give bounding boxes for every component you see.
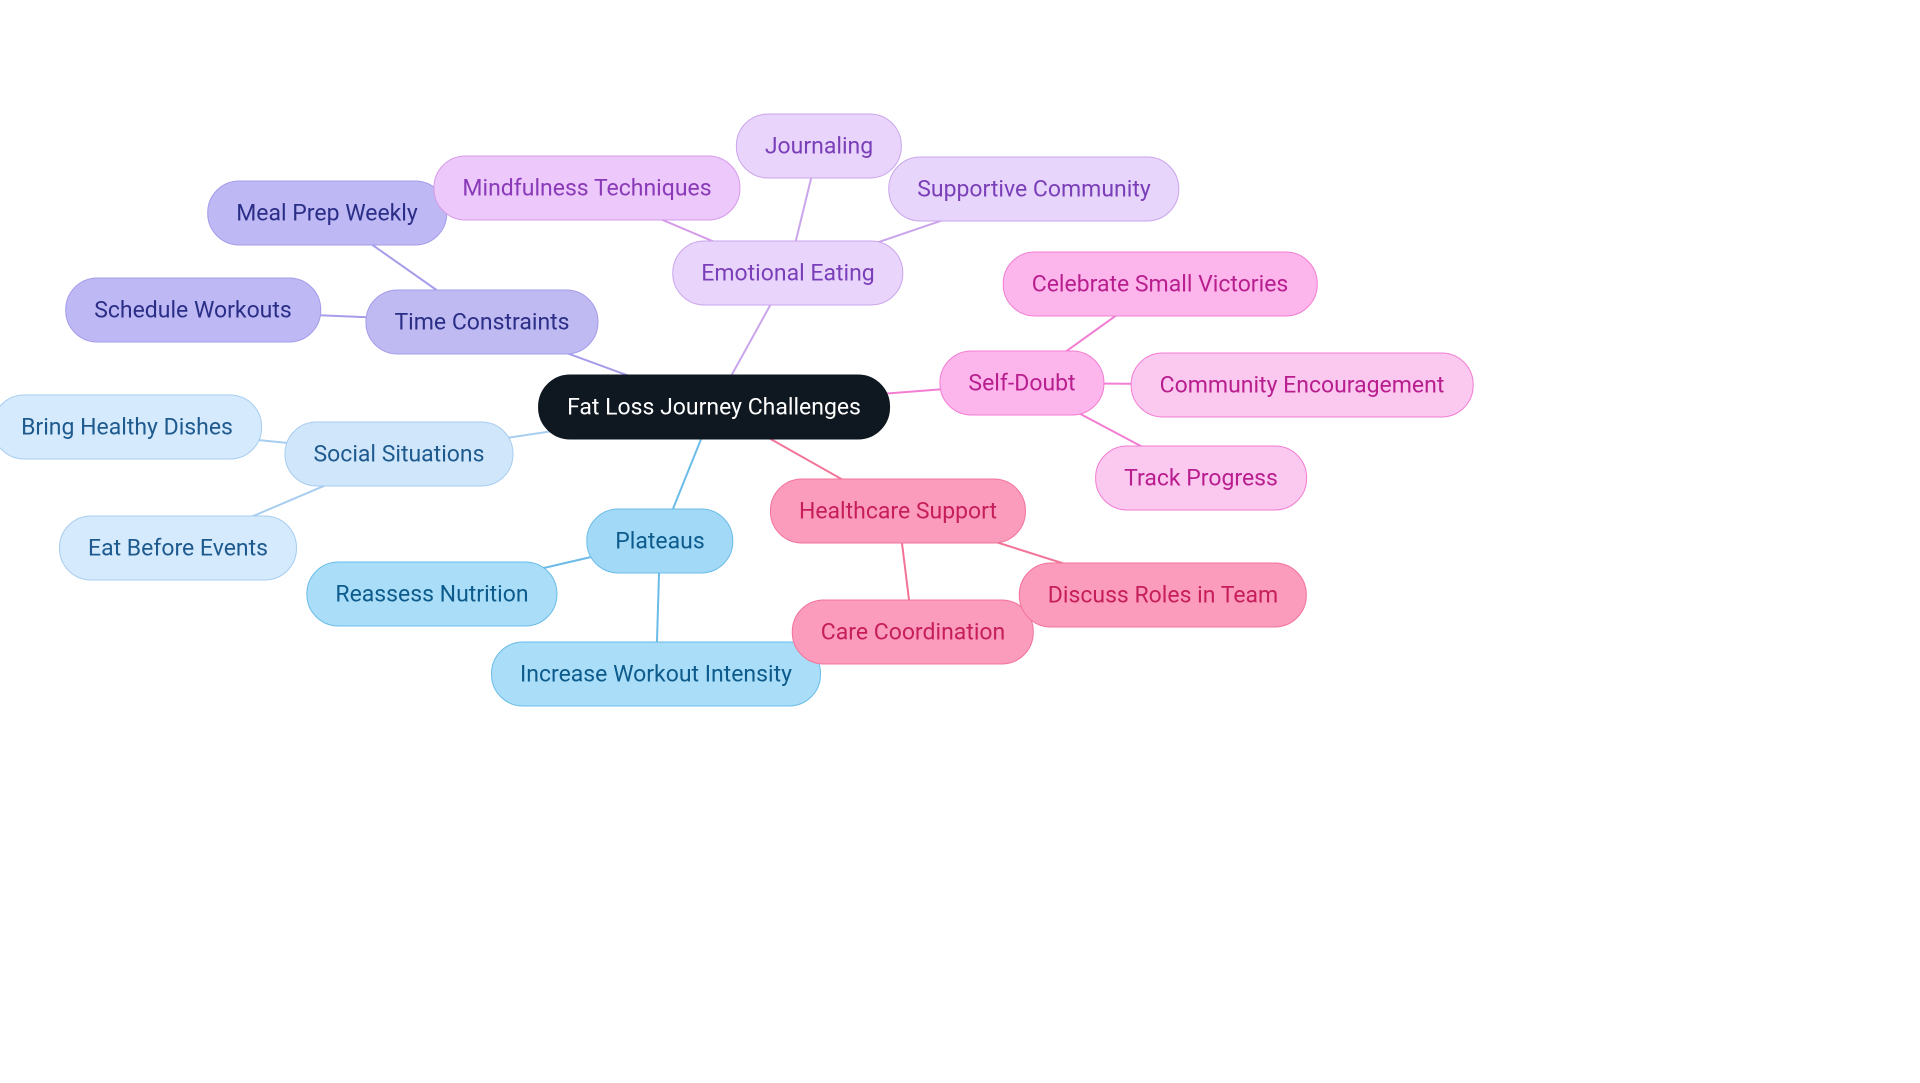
node-label: Track Progress [1124, 465, 1278, 492]
node-s2[interactable]: Eat Before Events [59, 516, 297, 581]
node-label: Time Constraints [394, 309, 569, 336]
node-d2[interactable]: Community Encouragement [1131, 353, 1474, 418]
node-d1[interactable]: Celebrate Small Victories [1003, 252, 1318, 317]
node-label: Care Coordination [821, 619, 1005, 646]
mindmap-canvas: Fat Loss Journey Challenges Time Constrai… [0, 0, 1920, 1083]
node-label: Emotional Eating [701, 260, 874, 287]
node-label: Self-Doubt [968, 370, 1075, 397]
node-label: Social Situations [314, 441, 485, 468]
node-label: Journaling [765, 133, 873, 160]
node-label: Reassess Nutrition [335, 581, 528, 608]
node-emo[interactable]: Emotional Eating [672, 241, 903, 306]
node-p2[interactable]: Increase Workout Intensity [491, 642, 821, 707]
node-t2[interactable]: Schedule Workouts [65, 278, 321, 343]
node-label: Supportive Community [917, 176, 1150, 203]
node-p1[interactable]: Reassess Nutrition [306, 562, 557, 627]
node-label: Mindfulness Techniques [462, 175, 711, 202]
node-label: Increase Workout Intensity [520, 661, 792, 688]
node-t1[interactable]: Meal Prep Weekly [207, 181, 447, 246]
node-label: Discuss Roles in Team [1048, 582, 1278, 609]
node-plat[interactable]: Plateaus [586, 509, 733, 574]
node-doubt[interactable]: Self-Doubt [939, 351, 1104, 416]
node-s1[interactable]: Bring Healthy Dishes [0, 395, 262, 460]
node-e1[interactable]: Mindfulness Techniques [433, 156, 740, 221]
node-label: Bring Healthy Dishes [21, 414, 233, 441]
node-label: Meal Prep Weekly [236, 200, 418, 227]
node-label: Eat Before Events [88, 535, 268, 562]
node-label: Plateaus [615, 528, 704, 555]
node-h1[interactable]: Care Coordination [792, 600, 1034, 665]
node-label: Community Encouragement [1160, 372, 1445, 399]
node-time[interactable]: Time Constraints [365, 290, 598, 355]
node-h2[interactable]: Discuss Roles in Team [1019, 563, 1307, 628]
node-e2[interactable]: Journaling [736, 114, 902, 179]
node-d3[interactable]: Track Progress [1095, 446, 1307, 511]
node-social[interactable]: Social Situations [285, 422, 514, 487]
node-label: Celebrate Small Victories [1032, 271, 1289, 298]
node-label: Schedule Workouts [94, 297, 292, 324]
node-label: Healthcare Support [799, 498, 997, 525]
node-label: Fat Loss Journey Challenges [567, 394, 861, 421]
node-hc[interactable]: Healthcare Support [770, 479, 1026, 544]
node-e3[interactable]: Supportive Community [888, 157, 1179, 222]
node-root[interactable]: Fat Loss Journey Challenges [538, 375, 890, 440]
